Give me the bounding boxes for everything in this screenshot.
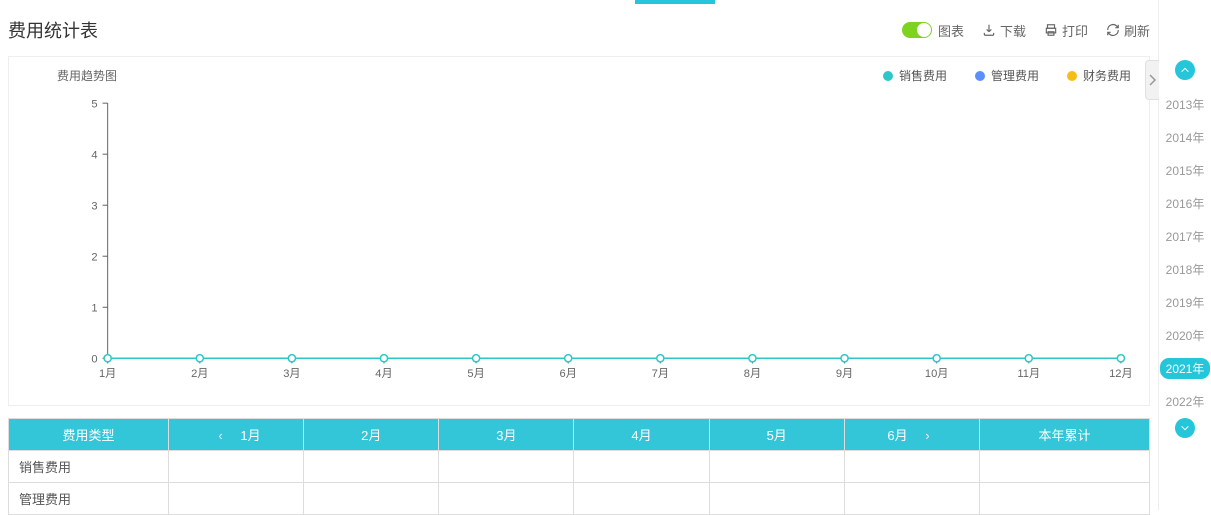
legend-dot-icon	[1067, 71, 1077, 81]
table-next-months[interactable]: ›	[918, 428, 936, 443]
legend-label: 管理费用	[991, 67, 1039, 84]
chevron-up-icon	[1179, 64, 1191, 76]
refresh-icon	[1106, 23, 1120, 37]
chart-card: 费用趋势图 销售费用 管理费用 财务费用 0 1 2 3 4 5 1月 2月 3月 4月 5月 6月 7月 8…	[8, 56, 1150, 406]
download-button[interactable]: 下载	[982, 21, 1026, 40]
svg-text:4: 4	[91, 149, 97, 161]
legend-label: 销售费用	[899, 67, 947, 84]
table-cell	[844, 451, 979, 483]
table-head: 费用类型‹ 1月2月3月4月5月6月 ›本年累计	[9, 419, 1150, 451]
chart-toggle[interactable]	[902, 22, 932, 38]
svg-text:5: 5	[91, 98, 97, 110]
svg-text:10月: 10月	[925, 368, 949, 380]
svg-text:4月: 4月	[375, 368, 392, 380]
header-actions: 图表 下载 打印 刷新	[902, 21, 1150, 40]
chart-title: 费用趋势图	[57, 67, 117, 84]
chevron-right-icon	[1149, 74, 1157, 86]
table-cell	[169, 451, 304, 483]
table-row: 销售费用	[9, 451, 1150, 483]
row-label: 销售费用	[9, 451, 169, 483]
col-header-month: 4月	[574, 419, 709, 451]
year-item[interactable]: 2014年	[1160, 127, 1211, 148]
col-header-month: 3月	[439, 419, 574, 451]
svg-text:1月: 1月	[99, 368, 116, 380]
row-total	[980, 451, 1150, 483]
rail-collapse-handle[interactable]	[1145, 60, 1159, 100]
year-scroll-up-button[interactable]	[1175, 60, 1195, 80]
legend-item[interactable]: 财务费用	[1067, 67, 1131, 84]
page-header: 费用统计表 图表 下载 打印 刷新	[8, 10, 1150, 50]
year-item[interactable]: 2016年	[1160, 193, 1211, 214]
svg-text:12月: 12月	[1109, 368, 1131, 380]
year-item[interactable]: 2018年	[1160, 259, 1211, 280]
legend-dot-icon	[883, 71, 893, 81]
year-list: 2013年 2014年 2015年 2016年 2017年 2018年 2019年 2020年…	[1160, 94, 1211, 412]
svg-text:9月: 9月	[836, 368, 853, 380]
svg-text:8月: 8月	[744, 368, 761, 380]
col-header-total: 本年累计	[980, 419, 1150, 451]
legend-label: 财务费用	[1083, 67, 1131, 84]
year-item[interactable]: 2013年	[1160, 94, 1211, 115]
col-header-month: 5月	[709, 419, 844, 451]
svg-text:11月: 11月	[1017, 368, 1040, 380]
print-button[interactable]: 打印	[1044, 21, 1088, 40]
svg-text:3月: 3月	[283, 368, 300, 380]
table-cell	[709, 451, 844, 483]
year-scroll-down-button[interactable]	[1175, 418, 1195, 438]
page-title: 费用统计表	[8, 17, 902, 43]
table-body: 销售费用管理费用	[9, 451, 1150, 515]
col-header-month: ‹ 1月	[169, 419, 304, 451]
legend-dot-icon	[975, 71, 985, 81]
chart-svg: 0 1 2 3 4 5 1月 2月 3月 4月 5月 6月 7月 8月 9月 10月 11月 12月	[57, 97, 1131, 385]
svg-text:0: 0	[91, 353, 97, 365]
table-prev-months[interactable]: ‹	[212, 428, 230, 443]
year-item[interactable]: 2021年	[1160, 358, 1211, 379]
download-label: 下载	[1000, 21, 1026, 40]
year-item[interactable]: 2020年	[1160, 325, 1211, 346]
legend-item[interactable]: 销售费用	[883, 67, 947, 84]
col-header-month: 6月 ›	[844, 419, 979, 451]
col-header-month: 2月	[304, 419, 439, 451]
year-item[interactable]: 2019年	[1160, 292, 1211, 313]
svg-text:6月: 6月	[560, 368, 577, 380]
table-cell	[304, 451, 439, 483]
year-rail: 2013年 2014年 2015年 2016年 2017年 2018年 2019年 2020年…	[1158, 0, 1211, 510]
chevron-down-icon	[1179, 422, 1191, 434]
print-label: 打印	[1062, 21, 1088, 40]
download-icon	[982, 23, 996, 37]
chart-legend: 销售费用 管理费用 财务费用	[883, 67, 1131, 84]
toggle-knob	[917, 23, 931, 37]
year-item[interactable]: 2022年	[1160, 391, 1211, 412]
chart-plot-area: 0 1 2 3 4 5 1月 2月 3月 4月 5月 6月 7月 8月 9月 10月 11月 12月	[57, 97, 1131, 385]
chart-toggle-label: 图表	[938, 21, 964, 40]
svg-text:7月: 7月	[652, 368, 669, 380]
svg-text:2月: 2月	[191, 368, 208, 380]
svg-text:2: 2	[91, 251, 97, 263]
table-cell	[574, 451, 709, 483]
expense-table: 费用类型‹ 1月2月3月4月5月6月 ›本年累计 销售费用管理费用	[8, 418, 1150, 515]
refresh-label: 刷新	[1124, 21, 1150, 40]
year-item[interactable]: 2015年	[1160, 160, 1211, 181]
legend-item[interactable]: 管理费用	[975, 67, 1039, 84]
col-header-type: 费用类型	[9, 419, 169, 451]
print-icon	[1044, 23, 1058, 37]
svg-text:3: 3	[91, 200, 97, 212]
year-item[interactable]: 2017年	[1160, 226, 1211, 247]
table-cell	[439, 451, 574, 483]
refresh-button[interactable]: 刷新	[1106, 21, 1150, 40]
svg-text:1: 1	[91, 302, 97, 314]
svg-text:5月: 5月	[467, 368, 484, 380]
